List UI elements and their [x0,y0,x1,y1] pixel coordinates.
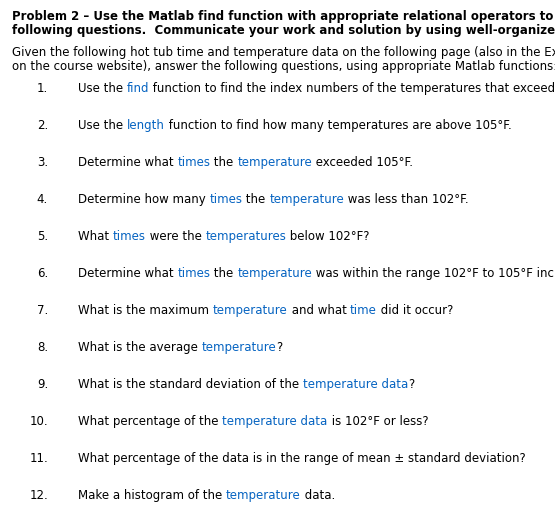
Text: Problem 2 – Use the Matlab find function with appropriate relational operators t: Problem 2 – Use the Matlab find function… [12,10,555,23]
Text: temperature: temperature [213,304,287,317]
Text: and what: and what [287,304,350,317]
Text: Make a histogram of the: Make a histogram of the [78,489,226,502]
Text: 12.: 12. [29,489,48,502]
Text: temperature: temperature [270,193,344,206]
Text: temperature: temperature [238,267,312,280]
Text: the: the [210,156,238,169]
Text: 10.: 10. [29,415,48,428]
Text: length: length [127,119,165,132]
Text: function to find how many temperatures are above 105°F.: function to find how many temperatures a… [165,119,512,132]
Text: times: times [178,267,210,280]
Text: is 102°F or less?: is 102°F or less? [327,415,428,428]
Text: following questions.  Communicate your work and solution by using well-organized: following questions. Communicate your wo… [12,24,555,37]
Text: function to find the index numbers of the temperatures that exceed 105°F.: function to find the index numbers of th… [149,82,555,95]
Text: 11.: 11. [29,452,48,465]
Text: find: find [127,82,149,95]
Text: What: What [78,230,113,243]
Text: on the course website), answer the following questions, using appropriate Matlab: on the course website), answer the follo… [12,60,555,73]
Text: 7.: 7. [37,304,48,317]
Text: What is the average: What is the average [78,341,201,354]
Text: 1.: 1. [37,82,48,95]
Text: were the: were the [146,230,205,243]
Text: 6.: 6. [37,267,48,280]
Text: temperatures: temperatures [205,230,286,243]
Text: What percentage of the data is in the range of mean ± standard deviation?: What percentage of the data is in the ra… [78,452,526,465]
Text: temperature data: temperature data [303,378,408,391]
Text: times: times [178,156,210,169]
Text: the: the [243,193,270,206]
Text: 9.: 9. [37,378,48,391]
Text: did it occur?: did it occur? [377,304,453,317]
Text: Determine what: Determine what [78,267,178,280]
Text: 5.: 5. [37,230,48,243]
Text: Given the following hot tub time and temperature data on the following page (als: Given the following hot tub time and tem… [12,46,555,59]
Text: Use the: Use the [78,82,127,95]
Text: time: time [350,304,377,317]
Text: 3.: 3. [37,156,48,169]
Text: times: times [113,230,146,243]
Text: Determine what: Determine what [78,156,178,169]
Text: 8.: 8. [37,341,48,354]
Text: was within the range 102°F to 105°F inclusive.: was within the range 102°F to 105°F incl… [312,267,555,280]
Text: Use the: Use the [78,119,127,132]
Text: below 102°F?: below 102°F? [286,230,370,243]
Text: 4.: 4. [37,193,48,206]
Text: was less than 102°F.: was less than 102°F. [344,193,469,206]
Text: What is the maximum: What is the maximum [78,304,213,317]
Text: temperature data: temperature data [222,415,327,428]
Text: times: times [209,193,243,206]
Text: temperature: temperature [226,489,301,502]
Text: data.: data. [301,489,335,502]
Text: exceeded 105°F.: exceeded 105°F. [312,156,413,169]
Text: ?: ? [276,341,282,354]
Text: Determine how many: Determine how many [78,193,209,206]
Text: temperature: temperature [238,156,312,169]
Text: the: the [210,267,238,280]
Text: 2.: 2. [37,119,48,132]
Text: ?: ? [408,378,415,391]
Text: temperature: temperature [201,341,276,354]
Text: What percentage of the: What percentage of the [78,415,222,428]
Text: What is the standard deviation of the: What is the standard deviation of the [78,378,303,391]
